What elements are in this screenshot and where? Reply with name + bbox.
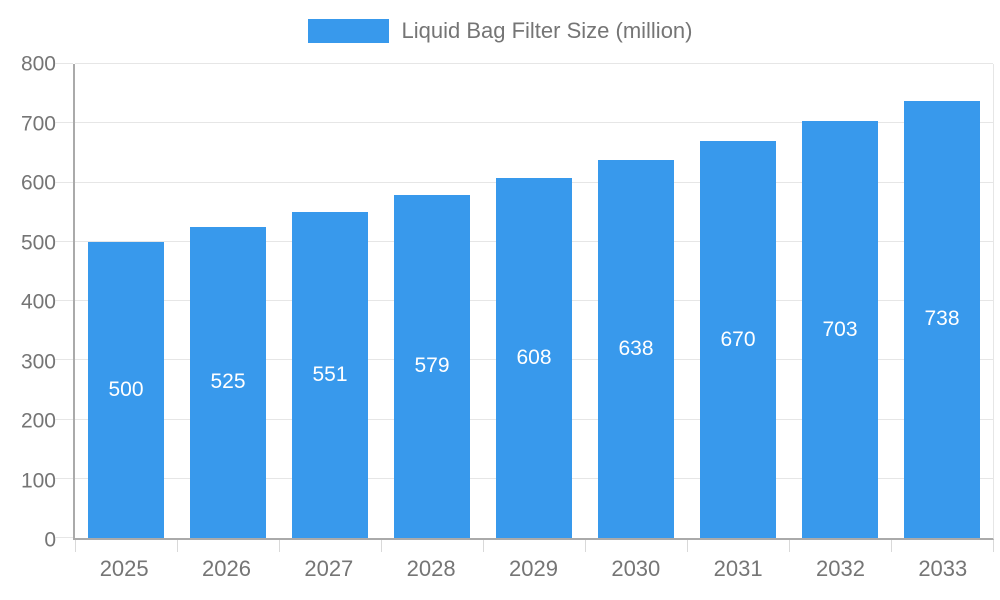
gridline xyxy=(75,122,993,124)
y-tick-label: 700 xyxy=(20,112,56,135)
plot-area: 500 525 551 579 608 638 670 703 738 xyxy=(55,63,994,552)
bar-value-label: 670 xyxy=(720,327,756,351)
x-tick-label: 2027 xyxy=(304,556,354,581)
bar-value-label: 703 xyxy=(822,317,858,341)
x-tick xyxy=(585,540,586,552)
x-tick xyxy=(891,540,892,552)
y-tick-label: 500 xyxy=(20,231,56,254)
bar-slot: 608 xyxy=(483,64,585,538)
bar-value-label: 551 xyxy=(312,362,348,386)
y-axis-labels: 0 100 200 300 400 500 600 700 800 xyxy=(0,54,56,551)
bar-2026[interactable]: 525 xyxy=(190,226,266,538)
y-tick-label: 200 xyxy=(20,409,56,433)
legend-swatch xyxy=(307,19,389,43)
bar-slot: 500 xyxy=(75,64,177,538)
legend-label: Liquid Bag Filter Size (million) xyxy=(401,18,693,43)
gridline xyxy=(75,63,993,64)
bar-2028[interactable]: 579 xyxy=(394,194,470,538)
y-tick-label: 600 xyxy=(20,171,56,195)
x-tick-label: 2026 xyxy=(202,556,251,581)
x-tick xyxy=(279,540,280,552)
bar-value-label: 579 xyxy=(414,354,450,378)
x-tick-label: 2029 xyxy=(509,556,558,581)
legend-item[interactable]: Liquid Bag Filter Size (million) xyxy=(0,18,1000,44)
bar-2030[interactable]: 638 xyxy=(598,160,674,538)
x-tick xyxy=(483,540,484,552)
bar-2027[interactable]: 551 xyxy=(292,211,368,538)
bar-2031[interactable]: 670 xyxy=(700,141,776,538)
bar-value-label: 638 xyxy=(618,337,654,360)
y-tick xyxy=(55,300,73,301)
x-tick-label: 2028 xyxy=(406,556,456,581)
x-tick xyxy=(380,540,382,552)
bar-slot: 525 xyxy=(177,64,279,538)
bar-slot: 551 xyxy=(279,64,381,538)
bar-slot: 579 xyxy=(381,64,483,538)
y-tick xyxy=(55,477,73,479)
bar-slot: 670 xyxy=(687,64,789,538)
y-tick xyxy=(55,537,73,538)
x-tick-label: 2033 xyxy=(918,556,968,581)
y-tick xyxy=(55,122,73,124)
y-tick xyxy=(55,418,73,420)
x-tick xyxy=(686,540,688,552)
x-tick xyxy=(993,540,994,552)
bar-value-label: 500 xyxy=(108,377,144,401)
bar-2029[interactable]: 608 xyxy=(496,177,572,538)
bar-slot: 638 xyxy=(585,64,687,538)
bar-2033[interactable]: 738 xyxy=(904,100,980,538)
y-tick-label: 100 xyxy=(20,469,56,492)
bar-value-label: 608 xyxy=(516,345,552,369)
x-tick xyxy=(75,540,76,552)
x-tick-label: 2031 xyxy=(713,556,763,581)
x-tick-label: 2032 xyxy=(815,556,865,581)
y-tick xyxy=(55,181,73,183)
bar-value-label: 525 xyxy=(210,370,246,394)
y-tick xyxy=(55,63,73,64)
bar-2032[interactable]: 703 xyxy=(802,121,878,538)
bar-slot: 738 xyxy=(891,64,993,538)
y-tick-label: 0 xyxy=(44,528,56,552)
x-axis-labels: 2025 2026 2027 2028 2029 2030 2031 2032 2033 xyxy=(73,556,994,582)
bar-slot: 703 xyxy=(789,64,891,538)
y-tick xyxy=(55,359,73,361)
y-tick-label: 400 xyxy=(20,290,56,314)
bars-container: 500 525 551 579 608 638 670 703 738 xyxy=(75,64,993,538)
x-tick-label: 2030 xyxy=(611,556,661,581)
x-tick xyxy=(177,540,178,552)
x-axis-ticks xyxy=(75,538,994,552)
y-tick-label: 300 xyxy=(20,350,56,373)
x-tick xyxy=(789,540,790,552)
bar-2025[interactable]: 500 xyxy=(88,241,164,538)
bar-value-label: 738 xyxy=(924,307,960,331)
y-tick xyxy=(55,240,73,242)
y-tick-label: 800 xyxy=(20,52,56,76)
x-tick-label: 2025 xyxy=(99,556,149,581)
